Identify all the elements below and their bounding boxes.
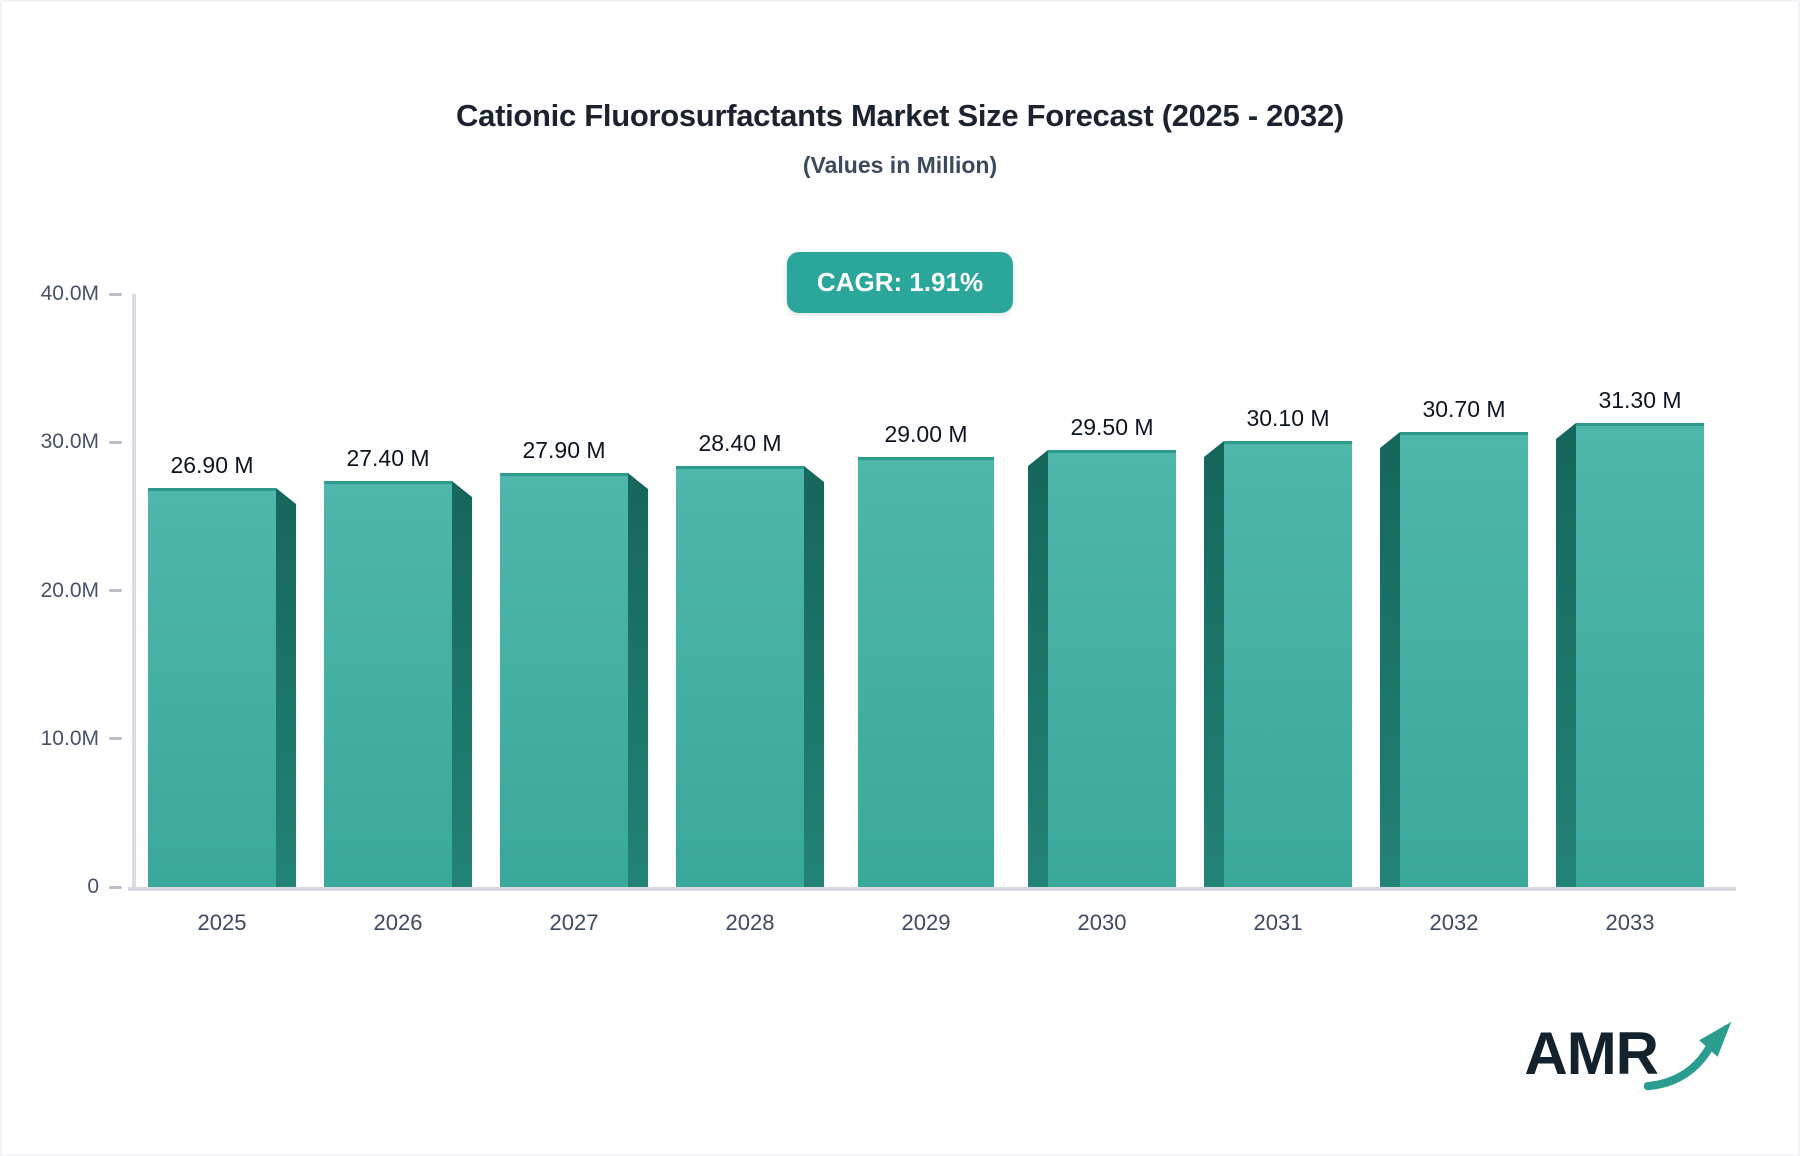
bars-layer: 26.90 M 27.40 M 27.90 M 28.40 M 29.00 M 29.50… [136, 294, 1736, 887]
bar-side-face [276, 488, 296, 887]
y-axis-tick-mark [109, 292, 122, 296]
bar-side-face [628, 473, 648, 887]
bar-2027: 27.90 M [500, 437, 648, 887]
y-axis-tick-30.0M: 30.0M [41, 430, 122, 454]
bar-value-label: 26.90 M [170, 452, 254, 478]
bar-side-face [1380, 432, 1400, 887]
bar-side-face [1204, 441, 1224, 887]
chart-subtitle: (Values in Million) [802, 152, 998, 178]
bar-value-label: 29.50 M [1070, 414, 1154, 440]
bar-front-face [1400, 432, 1528, 887]
bar-value-label: 27.40 M [346, 445, 430, 471]
x-axis-label-2032: 2032 [1429, 910, 1479, 935]
y-axis-tick-40.0M: 40.0M [41, 282, 122, 306]
amr-logo: AMR [1524, 1020, 1736, 1098]
plot-area: 26.90 M 27.40 M 27.90 M 28.40 M 29.00 M 29.50… [128, 294, 1736, 891]
cagr-badge: CAGR: 1.91% [786, 252, 1014, 313]
bar-value-label: 28.40 M [698, 430, 782, 456]
bar-value-label: 29.00 M [884, 421, 968, 447]
bar-2031: 30.10 M [1204, 405, 1352, 887]
bar-2026: 27.40 M [324, 445, 472, 887]
x-axis-label-2030: 2030 [1077, 910, 1127, 935]
bar-front-face [1048, 450, 1176, 887]
x-axis-label-2033: 2033 [1605, 910, 1655, 935]
y-axis-tick-label: 40.0M [40, 282, 99, 305]
bar-2033: 31.30 M [1556, 387, 1704, 887]
x-axis-label-2031: 2031 [1253, 910, 1303, 935]
bar-front-face [148, 488, 276, 887]
y-axis-tick-mark [109, 589, 122, 592]
bar-value-label: 30.10 M [1246, 405, 1330, 431]
bar-2032: 30.70 M [1380, 396, 1528, 887]
x-axis-label-2029: 2029 [901, 910, 951, 935]
y-axis-tick-mark [109, 440, 122, 444]
amr-logo-text: AMR [1524, 1020, 1659, 1087]
bar-front-face [1224, 441, 1352, 887]
bar-side-face [1028, 450, 1048, 887]
y-axis-tick-0: 0 [87, 875, 122, 899]
x-axis-label-2026: 2026 [373, 910, 423, 935]
x-axis-line [128, 887, 1736, 891]
bar-side-face [1556, 423, 1576, 887]
y-axis-ticks: 0 10.0M 20.0M 30.0M 40.0M [2, 282, 122, 898]
x-axis-labels: 2025 2026 2027 2028 2029 2030 2031 2032 2033 [136, 910, 1740, 942]
bar-front-face [858, 457, 994, 887]
y-axis-tick-label: 0 [87, 875, 99, 898]
bar-front-face [500, 473, 628, 887]
y-axis-tick-10.0M: 10.0M [41, 727, 122, 751]
bar-front-face [324, 481, 452, 887]
bar-side-face [804, 466, 824, 887]
y-axis-line [132, 294, 136, 887]
y-axis-tick-label: 30.0M [40, 430, 99, 454]
bar-value-label: 30.70 M [1422, 396, 1506, 422]
bar-2028: 28.40 M [676, 430, 824, 887]
x-axis-label-2027: 2027 [549, 910, 599, 935]
bar-2029: 29.00 M [852, 421, 1000, 887]
bar-value-label: 31.30 M [1598, 387, 1682, 413]
bar-2025: 26.90 M [148, 452, 296, 887]
y-axis-tick-label: 20.0M [40, 578, 99, 602]
bar-front-face [676, 466, 804, 887]
y-axis-tick-mark [109, 737, 122, 741]
bar-2030: 29.50 M [1028, 414, 1176, 887]
y-axis-tick-label: 10.0M [40, 726, 99, 750]
x-axis-label-2028: 2028 [725, 910, 775, 935]
bar-front-face [1576, 423, 1704, 887]
x-axis-label-2025: 2025 [197, 910, 247, 935]
growth-arrow-icon [1644, 1021, 1732, 1091]
y-axis-tick-20.0M: 20.0M [41, 579, 122, 603]
bar-side-face [452, 481, 472, 887]
chart-title: Cationic Fluorosurfactants Market Size F… [456, 98, 1344, 133]
bar-value-label: 27.90 M [522, 437, 606, 463]
y-axis-tick-mark [109, 885, 122, 889]
